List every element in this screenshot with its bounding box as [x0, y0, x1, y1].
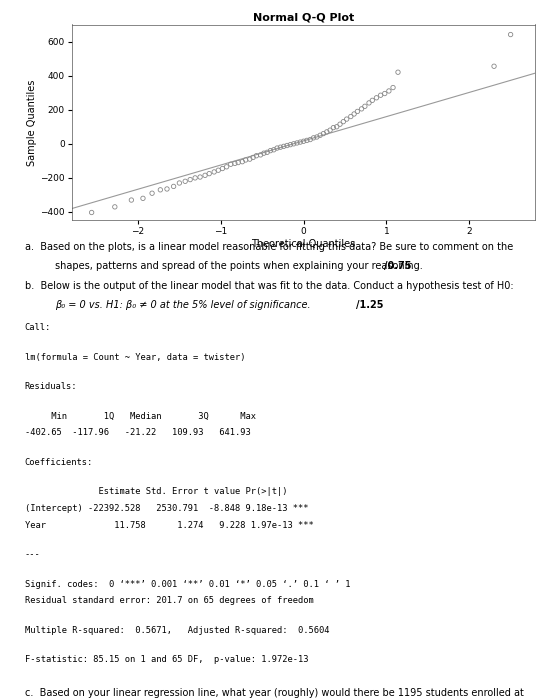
- Text: β₀ = 0 vs. H1: β₀ ≠ 0 at the 5% level of significance.: β₀ = 0 vs. H1: β₀ ≠ 0 at the 5% level of…: [55, 300, 314, 310]
- Point: [245, 153, 254, 164]
- Point: [299, 136, 308, 147]
- Text: /1.25: /1.25: [356, 300, 384, 310]
- Point: [322, 126, 331, 137]
- Point: [226, 159, 235, 170]
- Point: [376, 90, 385, 101]
- Point: [279, 141, 288, 152]
- Point: [289, 138, 298, 149]
- Point: [357, 104, 366, 115]
- Text: /0.75: /0.75: [384, 261, 411, 271]
- Point: [87, 207, 96, 218]
- Point: [336, 118, 344, 130]
- Point: [283, 140, 291, 151]
- Point: [259, 148, 268, 159]
- Point: [360, 101, 369, 112]
- Point: [169, 181, 178, 192]
- Point: [296, 136, 305, 148]
- Point: [110, 202, 119, 213]
- Point: [269, 144, 278, 155]
- Point: [233, 157, 242, 168]
- Point: [256, 149, 265, 160]
- Point: [205, 168, 214, 179]
- Point: [210, 167, 219, 178]
- Point: [319, 128, 328, 139]
- Point: [214, 164, 222, 176]
- Point: [218, 163, 227, 174]
- Point: [306, 134, 315, 145]
- Point: [339, 116, 348, 127]
- Point: [384, 85, 393, 97]
- Text: Signif. codes:  0 ‘***’ 0.001 ‘**’ 0.01 ‘*’ 0.05 ‘.’ 0.1 ‘ ’ 1: Signif. codes: 0 ‘***’ 0.001 ‘**’ 0.01 ‘…: [25, 580, 351, 589]
- Point: [329, 122, 338, 133]
- Text: F-statistic: 85.15 on 1 and 65 DF,  p-value: 1.972e-13: F-statistic: 85.15 on 1 and 65 DF, p-val…: [25, 655, 309, 664]
- Text: Residual standard error: 201.7 on 65 degrees of freedom: Residual standard error: 201.7 on 65 deg…: [25, 596, 314, 606]
- Text: lm(formula = Count ~ Year, data = twister): lm(formula = Count ~ Year, data = twiste…: [25, 353, 245, 362]
- Text: shapes, patterns and spread of the points when explaining your reasoning.: shapes, patterns and spread of the point…: [55, 261, 426, 271]
- Text: Coefficients:: Coefficients:: [25, 458, 93, 467]
- Point: [266, 145, 275, 156]
- Point: [332, 121, 341, 132]
- Point: [350, 108, 359, 120]
- Point: [175, 177, 184, 188]
- Text: Call:: Call:: [25, 323, 51, 332]
- Y-axis label: Sample Quantiles: Sample Quantiles: [28, 79, 38, 166]
- Point: [372, 92, 381, 104]
- Point: [276, 141, 285, 153]
- Point: [201, 169, 210, 181]
- Point: [263, 147, 272, 158]
- Point: [326, 125, 335, 136]
- Point: [342, 113, 351, 125]
- Point: [248, 152, 257, 163]
- Point: [490, 61, 498, 72]
- Point: [293, 137, 301, 148]
- Point: [238, 156, 247, 167]
- Point: [312, 132, 321, 143]
- Point: [353, 106, 362, 117]
- Text: a.  Based on the plots, is a linear model reasonable for fitting this data? Be s: a. Based on the plots, is a linear model…: [25, 241, 513, 251]
- Point: [252, 150, 261, 161]
- Point: [185, 174, 194, 186]
- Text: Residuals:: Residuals:: [25, 382, 77, 391]
- Point: [190, 172, 199, 183]
- Point: [156, 184, 164, 195]
- Point: [181, 176, 190, 187]
- Point: [346, 111, 355, 122]
- Text: (Intercept) -22392.528   2530.791  -8.848 9.18e-13 ***: (Intercept) -22392.528 2530.791 -8.848 9…: [25, 504, 309, 513]
- Point: [147, 188, 157, 199]
- Text: Min       1Q   Median       3Q      Max: Min 1Q Median 3Q Max: [25, 412, 256, 421]
- Text: Year             11.758      1.274   9.228 1.97e-13 ***: Year 11.758 1.274 9.228 1.97e-13 ***: [25, 521, 314, 530]
- Title: Normal Q-Q Plot: Normal Q-Q Plot: [253, 13, 354, 22]
- X-axis label: Theoretical Quantiles: Theoretical Quantiles: [252, 239, 355, 249]
- Point: [364, 97, 373, 108]
- Point: [139, 193, 147, 204]
- Text: Multiple R-squared:  0.5671,   Adjusted R-squared:  0.5604: Multiple R-squared: 0.5671, Adjusted R-s…: [25, 626, 330, 635]
- Point: [302, 135, 311, 146]
- Point: [368, 94, 376, 106]
- Point: [309, 132, 318, 144]
- Point: [195, 172, 204, 183]
- Point: [273, 143, 282, 154]
- Text: b.  Below is the output of the linear model that was fit to the data. Conduct a : b. Below is the output of the linear mod…: [25, 281, 513, 290]
- Point: [241, 155, 250, 166]
- Point: [394, 66, 402, 78]
- Text: ---: ---: [25, 550, 41, 559]
- Point: [162, 183, 171, 195]
- Text: c.  Based on your linear regression line, what year (roughly) would there be 119: c. Based on your linear regression line,…: [25, 688, 524, 698]
- Point: [380, 88, 389, 99]
- Point: [222, 161, 231, 172]
- Text: Estimate Std. Error t value Pr(>|t|): Estimate Std. Error t value Pr(>|t|): [25, 487, 288, 496]
- Point: [231, 158, 240, 169]
- Point: [316, 130, 325, 141]
- Point: [127, 195, 136, 206]
- Point: [286, 139, 295, 150]
- Point: [506, 29, 515, 40]
- Point: [389, 82, 397, 93]
- Text: -402.65  -117.96   -21.22   109.93   641.93: -402.65 -117.96 -21.22 109.93 641.93: [25, 428, 251, 438]
